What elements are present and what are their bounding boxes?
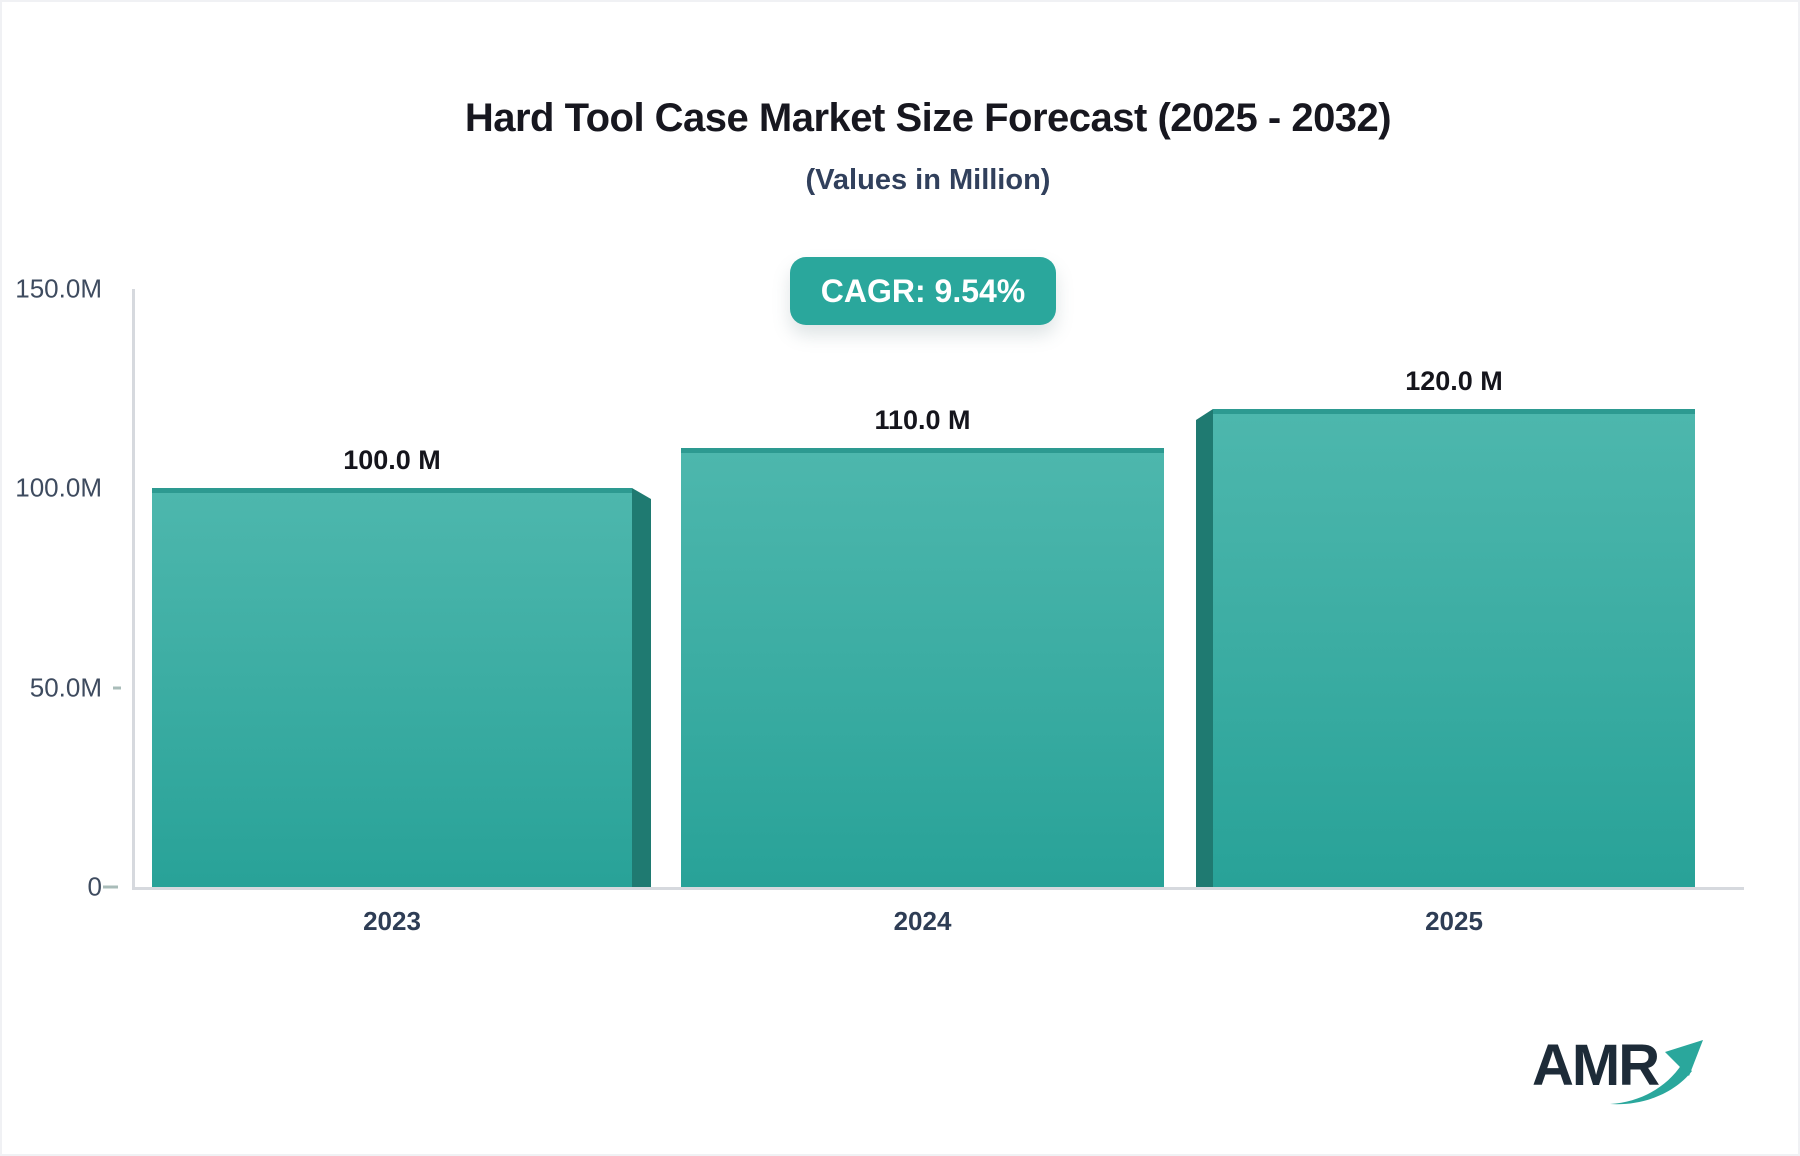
y-axis-tick-label: 150.0M bbox=[15, 273, 102, 304]
x-axis-label-2023: 2023 bbox=[363, 906, 421, 936]
bar-value-label: 120.0 M bbox=[1405, 366, 1503, 396]
y-axis-tick-mark bbox=[103, 885, 118, 889]
y-axis-tick-label: 100.0M bbox=[15, 472, 102, 503]
bar-value-label: 100.0 M bbox=[343, 445, 441, 475]
bar-side-2025 bbox=[1196, 409, 1213, 887]
y-axis-tick-label: 0 bbox=[87, 871, 102, 902]
bar-2023 bbox=[152, 488, 632, 887]
growth-arrow-icon bbox=[1610, 1040, 1703, 1105]
bar-side-2023 bbox=[632, 488, 651, 887]
page-subtitle: (Values in Million) bbox=[805, 164, 1051, 196]
cagr-badge: CAGR: 9.54% bbox=[790, 257, 1056, 325]
y-axis-tick-label: 50.0M bbox=[29, 672, 102, 703]
amr-logo-text: AMR bbox=[1532, 1033, 1660, 1098]
page-title: Hard Tool Case Market Size Forecast (202… bbox=[464, 96, 1392, 140]
x-axis-line bbox=[132, 887, 1744, 890]
bar-2024 bbox=[681, 448, 1164, 887]
bar-value-label: 110.0 M bbox=[874, 405, 971, 435]
y-axis-tick-mark bbox=[113, 686, 121, 690]
cagr-badge-label: CAGR: 9.54% bbox=[820, 272, 1026, 309]
bar-2025 bbox=[1213, 409, 1695, 887]
y-axis-line bbox=[132, 289, 135, 890]
amr-logo: AMR bbox=[1532, 1032, 1732, 1122]
x-axis-label-2024: 2024 bbox=[893, 906, 952, 936]
x-axis-label-2025: 2025 bbox=[1425, 906, 1483, 936]
